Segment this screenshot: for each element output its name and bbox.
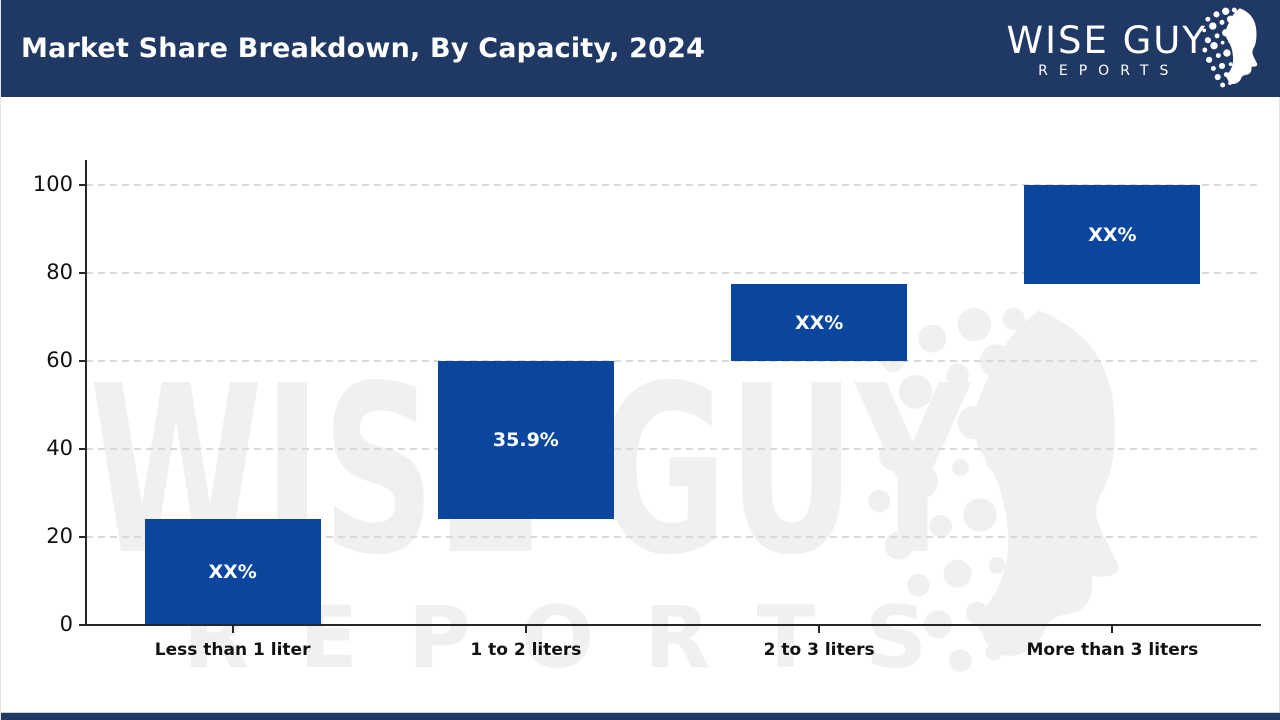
gridline-60 bbox=[86, 360, 1259, 362]
y-tick-mark bbox=[79, 448, 86, 450]
y-axis-spine bbox=[85, 160, 87, 626]
bar-segment: XX% bbox=[144, 519, 321, 625]
x-tick-mark bbox=[524, 626, 527, 633]
x-tick-mark bbox=[231, 626, 234, 633]
bar-value-label: XX% bbox=[208, 561, 257, 584]
y-tick-mark bbox=[79, 272, 86, 274]
x-axis-spine bbox=[85, 624, 1261, 626]
bar-segment: XX% bbox=[731, 284, 908, 361]
y-tick-label: 80 bbox=[46, 260, 73, 284]
y-tick-label: 40 bbox=[46, 436, 73, 460]
gridline-20 bbox=[86, 536, 1259, 538]
gridline-80 bbox=[86, 272, 1259, 274]
brand-subtitle: REPORTS bbox=[1038, 62, 1180, 79]
bar-segment: 35.9% bbox=[437, 361, 614, 520]
x-category-label: Less than 1 liter bbox=[154, 640, 311, 660]
bar-segment: XX% bbox=[1024, 185, 1201, 284]
dotted-head-icon bbox=[1202, 7, 1258, 88]
gridline-100 bbox=[86, 184, 1259, 186]
brand-logo: WISE GUY REPORTS bbox=[1007, 6, 1267, 94]
x-tick-mark bbox=[818, 626, 821, 633]
brand-logo-text: WISE GUY REPORTS bbox=[1007, 22, 1207, 79]
brand-name: WISE GUY bbox=[1006, 18, 1207, 62]
bar-value-label: 35.9% bbox=[492, 429, 559, 452]
y-tick-label: 20 bbox=[46, 524, 73, 548]
footer-divider bbox=[1, 712, 1280, 713]
bar-value-label: XX% bbox=[794, 311, 844, 334]
x-tick-mark bbox=[1111, 626, 1114, 633]
y-tick-label: 100 bbox=[32, 172, 73, 196]
x-category-label: 2 to 3 liters bbox=[763, 640, 875, 660]
gridline-40 bbox=[86, 448, 1259, 450]
x-category-label: More than 3 liters bbox=[1026, 640, 1199, 660]
page-title: Market Share Breakdown, By Capacity, 202… bbox=[21, 33, 706, 64]
bar-value-label: XX% bbox=[1088, 223, 1137, 246]
header-bar: Market Share Breakdown, By Capacity, 202… bbox=[1, 0, 1280, 97]
y-tick-label: 60 bbox=[46, 348, 73, 372]
y-tick-mark bbox=[79, 624, 86, 626]
y-tick-mark bbox=[79, 360, 86, 362]
y-tick-mark bbox=[79, 536, 86, 538]
y-tick-mark bbox=[79, 184, 86, 186]
x-category-label: 1 to 2 liters bbox=[470, 640, 582, 660]
footer-brand-strip bbox=[1, 713, 1280, 720]
y-tick-label: 0 bbox=[59, 612, 73, 636]
